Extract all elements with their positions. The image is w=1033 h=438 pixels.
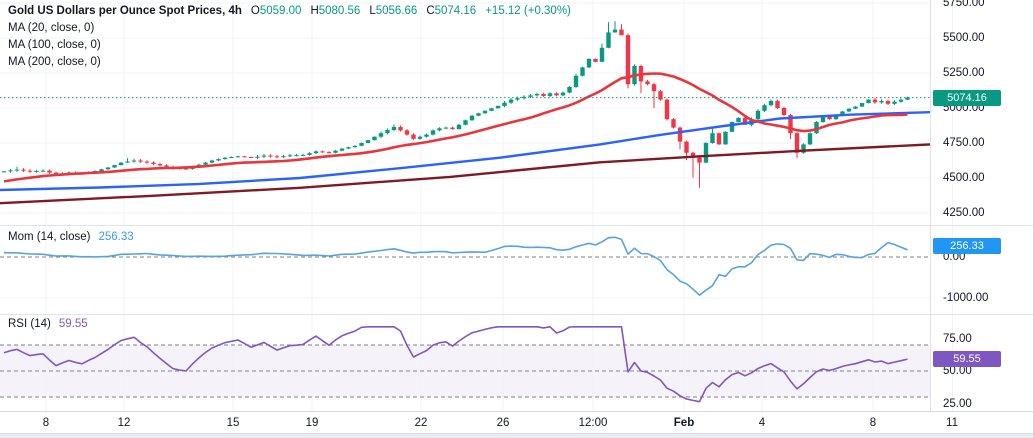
time-tick: 4 <box>758 417 766 429</box>
time-tick: 8 <box>869 417 877 429</box>
bottom-strip <box>0 433 1033 438</box>
panel-divider[interactable] <box>0 225 1033 226</box>
time-tick: Feb <box>673 417 695 429</box>
time-tick: 19 <box>305 417 319 429</box>
momentum-line <box>3 236 908 296</box>
rsi-tick: 50.00 <box>943 365 972 377</box>
time-tick: 12 <box>117 417 131 429</box>
time-tick: 22 <box>414 417 428 429</box>
price-tick: 5500.00 <box>943 32 985 44</box>
rsi-line <box>3 326 908 403</box>
price-tick: 5250.00 <box>943 67 985 79</box>
price-panel[interactable] <box>0 0 930 225</box>
rsi-panel[interactable] <box>0 315 930 411</box>
grid-layer <box>0 226 930 314</box>
momentum-chart-svg <box>0 226 930 314</box>
time-tick: 8 <box>42 417 50 429</box>
grid-layer <box>0 0 930 225</box>
momentum-tick: -1000.00 <box>943 292 989 304</box>
panel-divider[interactable] <box>0 314 1033 315</box>
time-tick: 15 <box>226 417 240 429</box>
rsi-tick: 25.00 <box>943 397 972 410</box>
current-price-badge: 5074.16 <box>933 89 1001 106</box>
grid-layer <box>45 315 874 411</box>
rsi-tick: 75.00 <box>943 332 972 345</box>
price-tick: 5750.00 <box>943 0 985 9</box>
time-tick: 26 <box>496 417 510 429</box>
rsi-value-badge: 59.55 <box>933 350 1001 367</box>
price-tick: 4250.00 <box>943 207 985 219</box>
price-tick: 4750.00 <box>943 137 985 149</box>
ma20-line <box>3 72 908 183</box>
price-tick: 4500.00 <box>943 172 985 184</box>
time-tick: 11 <box>946 417 958 429</box>
ma100-line <box>0 111 930 192</box>
momentum-value-badge: 256.33 <box>933 238 1001 255</box>
ma200-line <box>0 143 930 205</box>
price-chart-svg <box>0 0 930 225</box>
price-axis[interactable]: 5750.00 5500.00 5250.00 5000.00 4750.00 4500.… <box>930 0 1033 411</box>
axis-gridline <box>952 0 953 411</box>
time-tick: 12:00 <box>578 417 608 429</box>
rsi-chart-svg <box>0 315 930 411</box>
candles-layer <box>1 21 910 188</box>
momentum-panel[interactable] <box>0 226 930 314</box>
